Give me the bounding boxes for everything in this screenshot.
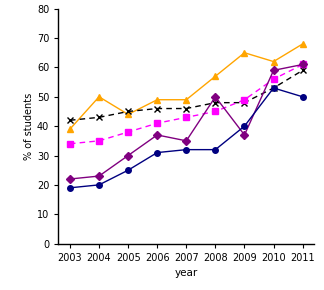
X-axis label: year: year [175,268,198,278]
Y-axis label: % of students: % of students [24,93,34,160]
